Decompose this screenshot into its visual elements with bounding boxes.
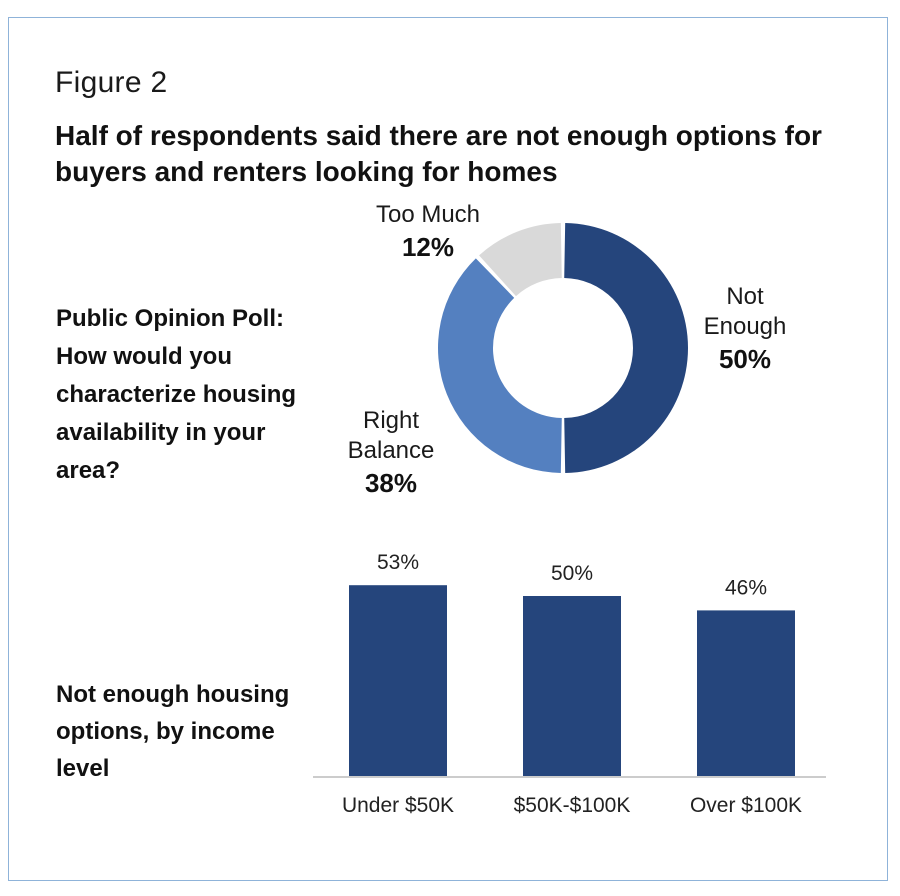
bar-2: [697, 610, 795, 776]
donut-slice-name-label: Too Much: [376, 201, 480, 228]
donut-slice-value-label: 12%: [402, 232, 454, 262]
bar-0: [349, 585, 447, 776]
figure-headline: Half of respondents said there are not e…: [55, 120, 822, 187]
bar-value-label: 53%: [377, 551, 419, 574]
bar-chart-title: Not enough housing options, by income le…: [56, 681, 290, 782]
donut-slice-not-enough: [564, 223, 689, 473]
bar-value-label: 46%: [725, 576, 767, 599]
donut-slice-value-label: 38%: [365, 468, 417, 498]
donut-slice-right-balance: [438, 258, 562, 473]
donut-slice-name-label: Balance: [348, 437, 435, 464]
bar-category-label: $50K-$100K: [514, 794, 631, 817]
donut-slice-name-label: Not: [726, 283, 764, 310]
bar-category-label: Over $100K: [690, 794, 802, 817]
figure-frame: [8, 17, 888, 881]
donut-chart-title: Public Opinion Poll: How would you chara…: [56, 305, 297, 484]
donut-slice-value-label: 50%: [719, 344, 771, 374]
bar-value-label: 50%: [551, 562, 593, 585]
figure-label: Figure 2: [55, 66, 168, 99]
donut-slice-name-label: Right: [363, 407, 419, 434]
donut-slice-name-label: Enough: [704, 313, 787, 340]
donut-slice-too-much: [479, 223, 562, 297]
bar-1: [523, 596, 621, 776]
bar-category-label: Under $50K: [342, 794, 454, 817]
